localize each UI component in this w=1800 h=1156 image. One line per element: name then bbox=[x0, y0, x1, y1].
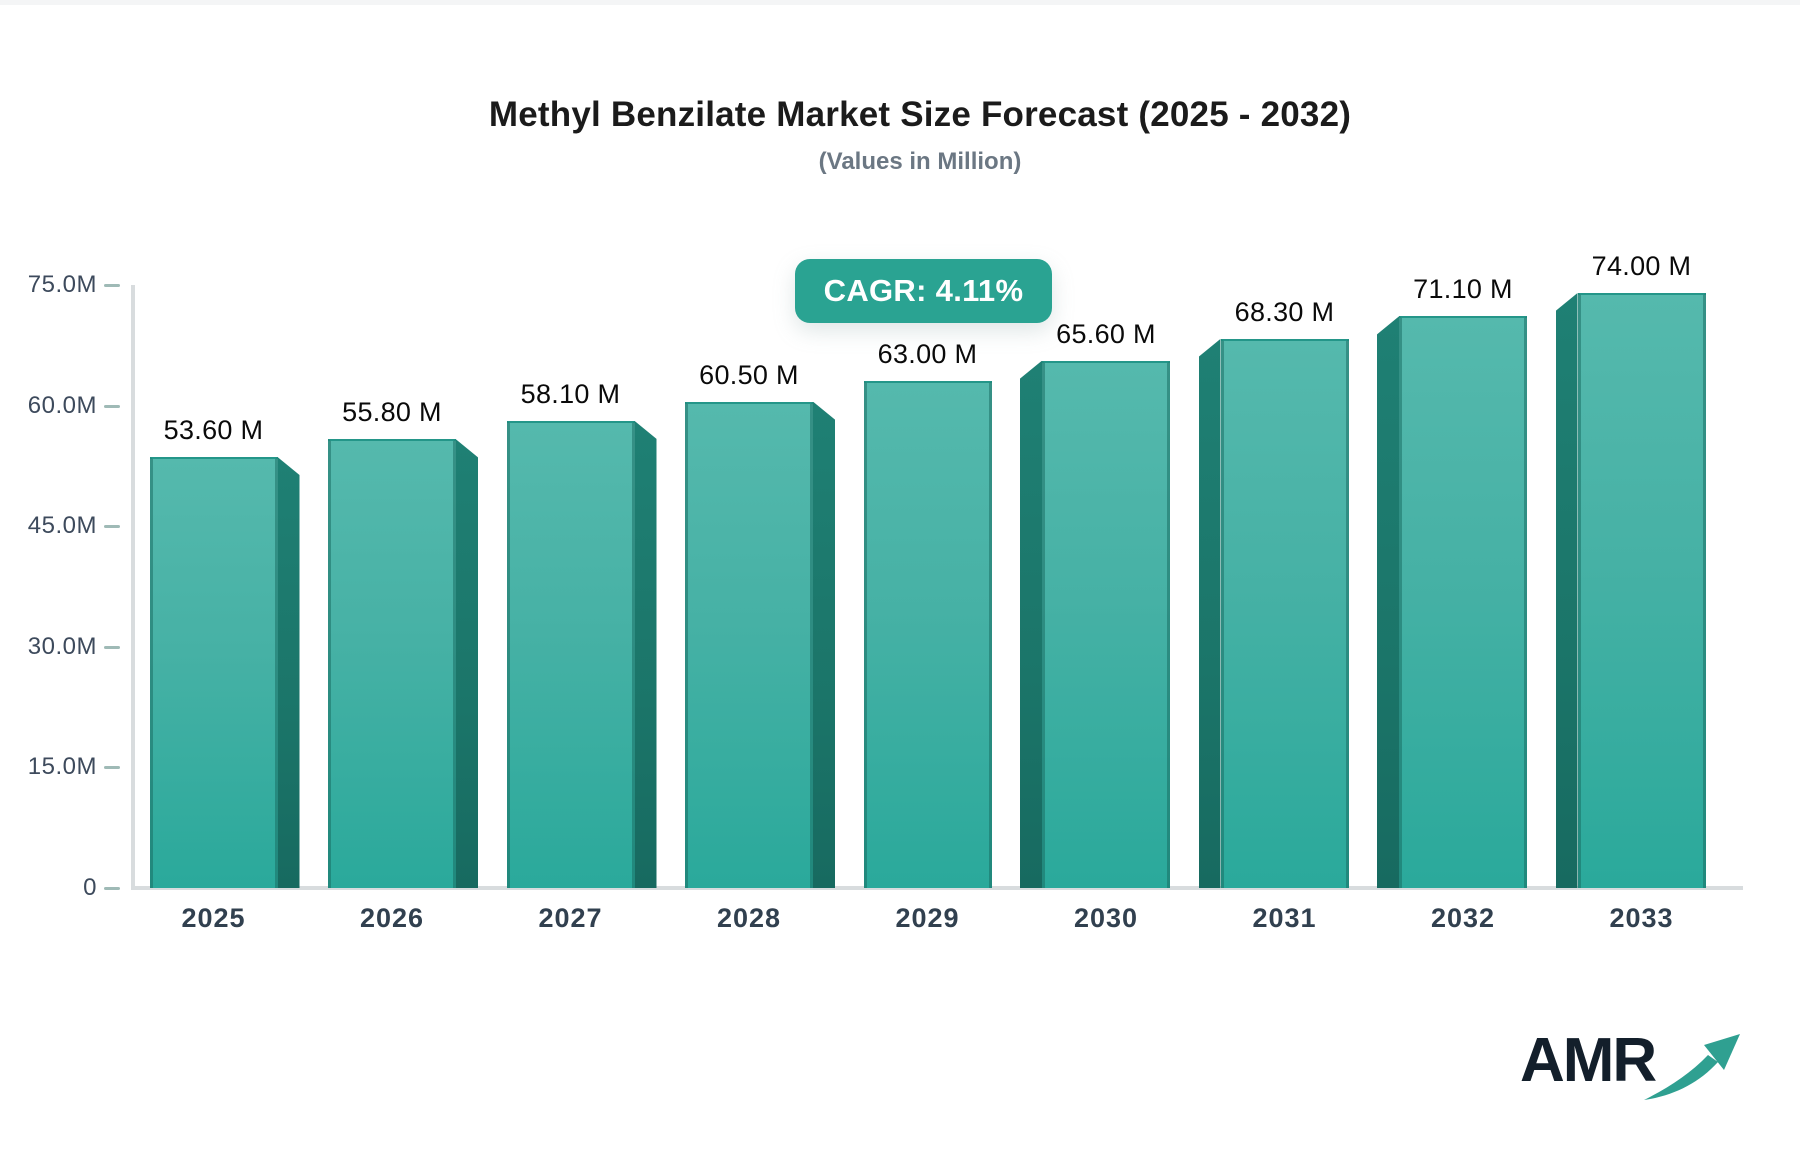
y-tick-label: 30.0M bbox=[27, 632, 97, 660]
y-tick-label: 45.0M bbox=[27, 512, 97, 540]
y-tick-label: 0 bbox=[83, 874, 97, 901]
bar-2031 bbox=[1220, 338, 1349, 888]
bar-value-label: 65.60 M bbox=[1056, 318, 1156, 349]
x-tick-label: 2030 bbox=[1073, 903, 1139, 933]
bar-2029 bbox=[863, 381, 992, 888]
bar-2030-side-face bbox=[1020, 360, 1042, 888]
amr-logo-text: AMR bbox=[1520, 1026, 1657, 1095]
bar-2026 bbox=[328, 439, 456, 888]
bar-value-label: 58.10 M bbox=[520, 378, 621, 409]
y-tick-label: 60.0M bbox=[27, 391, 97, 419]
bar-2026-side-face bbox=[456, 439, 478, 888]
bar-2031-side-face bbox=[1198, 338, 1221, 888]
bar-2032 bbox=[1399, 316, 1527, 888]
bar-value-label: 63.00 M bbox=[877, 339, 978, 370]
x-tick-label: 2031 bbox=[1252, 903, 1317, 933]
y-tick-label: 15.0M bbox=[27, 753, 97, 781]
y-axis-line bbox=[131, 285, 135, 890]
x-tick-label: 2033 bbox=[1609, 903, 1674, 933]
bar-2030 bbox=[1042, 360, 1170, 888]
x-tick-label: 2029 bbox=[895, 903, 960, 933]
bar-2027-side-face bbox=[634, 420, 657, 888]
x-tick-label: 2032 bbox=[1430, 903, 1496, 933]
y-tick-mark bbox=[104, 404, 120, 408]
cagr-badge: CAGR: 4.11% bbox=[795, 259, 1052, 323]
chart-title: Methyl Benzilate Market Size Forecast (2… bbox=[488, 95, 1352, 134]
bar-value-label: 68.30 M bbox=[1234, 296, 1335, 327]
amr-logo: AMR bbox=[1520, 1022, 1740, 1112]
bar-value-label: 53.60 M bbox=[163, 415, 264, 446]
bar-2033 bbox=[1577, 293, 1706, 888]
bar-2032-side-face bbox=[1377, 316, 1399, 888]
cagr-badge-label: CAGR: 4.11% bbox=[823, 273, 1024, 308]
bar-2027 bbox=[506, 420, 635, 888]
bar-2025 bbox=[149, 457, 278, 888]
y-tick-mark bbox=[104, 766, 120, 770]
top-border bbox=[0, 0, 1800, 5]
growth-arrow-icon bbox=[1644, 1034, 1740, 1100]
y-tick-mark bbox=[104, 887, 120, 890]
bar-2028-side-face bbox=[813, 401, 835, 888]
x-tick-label: 2025 bbox=[181, 903, 246, 933]
bar-value-label: 60.50 M bbox=[699, 359, 799, 390]
x-axis-line bbox=[131, 886, 1743, 890]
x-tick-label: 2027 bbox=[538, 903, 603, 933]
x-tick-label: 2026 bbox=[359, 903, 425, 933]
y-tick-mark bbox=[104, 525, 120, 529]
bar-value-label: 71.10 M bbox=[1413, 274, 1513, 305]
bar-2025-side-face bbox=[277, 457, 300, 888]
bar-2028 bbox=[685, 401, 813, 888]
y-tick-mark bbox=[104, 645, 120, 649]
bar-2033-side-face bbox=[1555, 293, 1578, 888]
chart-subtitle: (Values in Million) bbox=[818, 148, 1022, 175]
y-tick-label: 75.0M bbox=[27, 271, 97, 298]
bar-value-label: 74.00 M bbox=[1591, 251, 1692, 282]
bar-value-label: 55.80 M bbox=[342, 397, 442, 428]
x-tick-label: 2028 bbox=[716, 903, 782, 933]
y-tick-mark bbox=[104, 284, 120, 287]
